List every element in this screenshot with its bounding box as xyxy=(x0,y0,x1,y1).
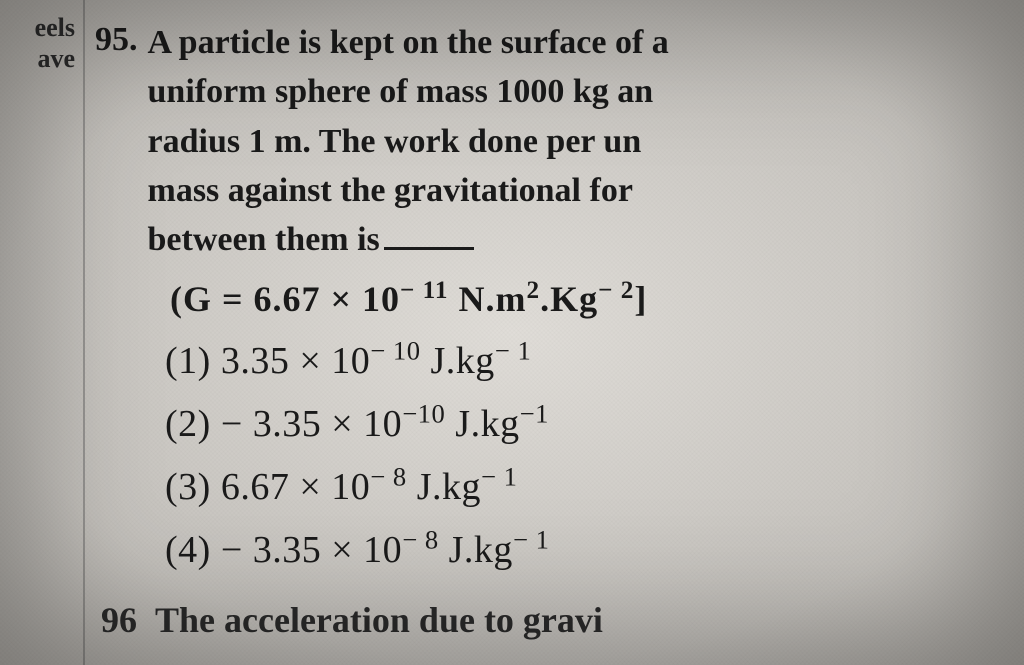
opt1-exp: − 10 xyxy=(370,336,420,366)
page-container: eels ave 95. A particle is kept on the s… xyxy=(0,0,1024,665)
opt1-unitexp: − 1 xyxy=(495,336,531,366)
opt4-exp: − 8 xyxy=(402,524,438,554)
answer-options: (1) 3.35 × 10− 10 J.kg− 1 (2) − 3.35 × 1… xyxy=(165,330,1004,581)
opt3-unitexp: − 1 xyxy=(481,461,517,491)
opt1-unit: J.kg xyxy=(421,340,495,382)
opt4-val: − 3.35 × 10 xyxy=(211,529,402,571)
qtext-line4: mass against the gravitational for xyxy=(148,172,633,209)
opt4-unit: J.kg xyxy=(439,529,513,571)
opt3-unit: J.kg xyxy=(407,466,481,508)
opt2-num: (2) xyxy=(165,403,211,445)
opt2-val: − 3.35 × 10 xyxy=(211,403,402,445)
question-block: 95. A particle is kept on the surface of… xyxy=(95,18,1004,264)
next-question-text: The acceleration due to gravi xyxy=(155,599,603,641)
qtext-line2: uniform sphere of mass 1000 kg an xyxy=(148,73,654,110)
opt2-unit: J.kg xyxy=(445,403,519,445)
formula-prefix: (G = 6.67 × 10 xyxy=(170,279,400,319)
opt4-unitexp: − 1 xyxy=(513,524,549,554)
option-3: (3) 6.67 × 10− 8 J.kg− 1 xyxy=(165,456,1004,519)
opt4-num: (4) xyxy=(165,529,211,571)
next-question-number: 96 xyxy=(101,599,137,641)
left-margin-column: eels ave xyxy=(0,0,85,665)
question-text: A particle is kept on the surface of a u… xyxy=(148,18,1005,264)
qtext-line5: between them is xyxy=(148,221,380,258)
opt3-val: 6.67 × 10 xyxy=(211,466,370,508)
margin-word-1: eels xyxy=(8,12,75,43)
opt1-val: 3.35 × 10 xyxy=(211,340,370,382)
opt2-exp: −10 xyxy=(402,399,445,429)
opt2-unitexp: −1 xyxy=(520,399,549,429)
next-question-block: 96 The acceleration due to gravi xyxy=(101,599,1004,641)
opt1-num: (1) xyxy=(165,340,211,382)
margin-word-2: ave xyxy=(8,43,75,74)
formula-exp2: 2 xyxy=(526,277,540,304)
opt3-num: (3) xyxy=(165,466,211,508)
opt3-exp: − 8 xyxy=(370,461,406,491)
qtext-line1: A particle is kept on the surface of a xyxy=(148,24,669,61)
formula-mid2: .Kg xyxy=(540,279,598,319)
option-1: (1) 3.35 × 10− 10 J.kg− 1 xyxy=(165,330,1004,393)
formula-exp3: − 2 xyxy=(598,277,634,304)
main-content: 95. A particle is kept on the surface of… xyxy=(95,10,1004,641)
qtext-line3: radius 1 m. The work done per un xyxy=(148,123,642,160)
blank-line xyxy=(384,223,474,250)
formula-exp1: − 11 xyxy=(400,277,448,304)
formula-mid: N.m xyxy=(448,279,526,319)
given-formula: (G = 6.67 × 10− 11 N.m2.Kg− 2] xyxy=(170,278,1004,320)
formula-suffix: ] xyxy=(634,279,647,319)
question-number: 95. xyxy=(95,18,138,62)
option-2: (2) − 3.35 × 10−10 J.kg−1 xyxy=(165,393,1004,456)
option-4: (4) − 3.35 × 10− 8 J.kg− 1 xyxy=(165,519,1004,582)
